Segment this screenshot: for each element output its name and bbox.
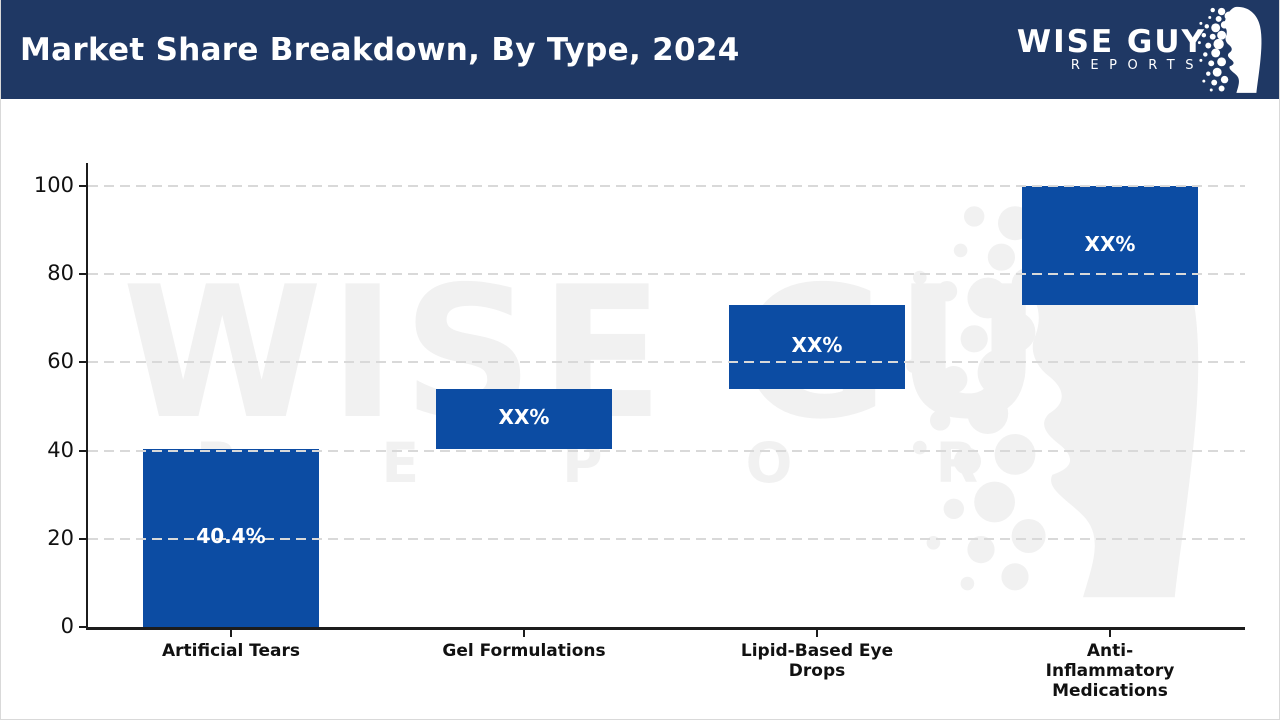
grid-line-20 — [88, 537, 1245, 540]
x-tick-mark-lipid-based-eye-drops — [816, 630, 818, 637]
y-tick-label-100: 100 — [33, 173, 74, 197]
page-title: Market Share Breakdown, By Type, 2024 — [20, 31, 740, 68]
y-tick-mark-60 — [79, 361, 88, 364]
y-tick-label-20: 20 — [47, 525, 74, 550]
y-axis-line — [86, 163, 88, 630]
bar-value-label-artificial-tears: 40.4% — [196, 523, 266, 548]
logo-wordmark: WISE GUY — [1016, 23, 1206, 60]
logo-text: WISE GUY REPORTS — [1017, 26, 1206, 74]
x-label-gel-formulations: Gel Formulations — [442, 641, 606, 661]
y-tick-label-60: 60 — [47, 349, 74, 374]
y-tick-mark-80 — [79, 273, 88, 276]
y-tick-label-40: 40 — [47, 437, 74, 462]
wiseguy-logo: WISE GUY REPORTS — [1017, 5, 1266, 95]
x-tick-mark-gel-formulations — [523, 630, 525, 637]
x-label-anti-inflammatory-medications: Anti-Inflammatory Medications — [1045, 641, 1175, 701]
header-bar: Market Share Breakdown, By Type, 2024 WI… — [0, 0, 1280, 99]
logo-dotted-head-icon — [1197, 6, 1262, 93]
y-tick-mark-100 — [79, 185, 88, 187]
x-label-lipid-based-eye-drops: Lipid-Based Eye Drops — [740, 641, 894, 681]
x-axis-line — [86, 627, 1245, 630]
grid-line-40 — [88, 449, 1245, 452]
bar-value-label-gel-formulations: XX% — [498, 404, 550, 429]
logo-reports-text: REPORTS — [1070, 58, 1204, 74]
grid-line-80 — [88, 273, 1245, 276]
bar-gel-formulations — [436, 388, 612, 449]
grid-line-100 — [88, 185, 1245, 187]
y-tick-mark-0 — [79, 626, 88, 628]
bar-value-label-lipid-based-eye-drops: XX% — [791, 332, 843, 357]
bar-value-label-anti-inflammatory-medications: XX% — [1084, 231, 1136, 256]
grid-line-60 — [88, 361, 1245, 364]
y-tick-mark-20 — [79, 537, 88, 540]
y-tick-mark-40 — [79, 449, 88, 452]
x-tick-mark-anti-inflammatory-medications — [1109, 630, 1111, 637]
bar-lipid-based-eye-drops — [729, 305, 905, 389]
y-tick-label-80: 80 — [47, 261, 74, 286]
x-label-artificial-tears: Artificial Tears — [161, 641, 301, 661]
x-tick-mark-artificial-tears — [230, 630, 232, 637]
y-tick-label-0: 0 — [60, 614, 74, 638]
bar-anti-inflammatory-medications — [1022, 186, 1198, 306]
